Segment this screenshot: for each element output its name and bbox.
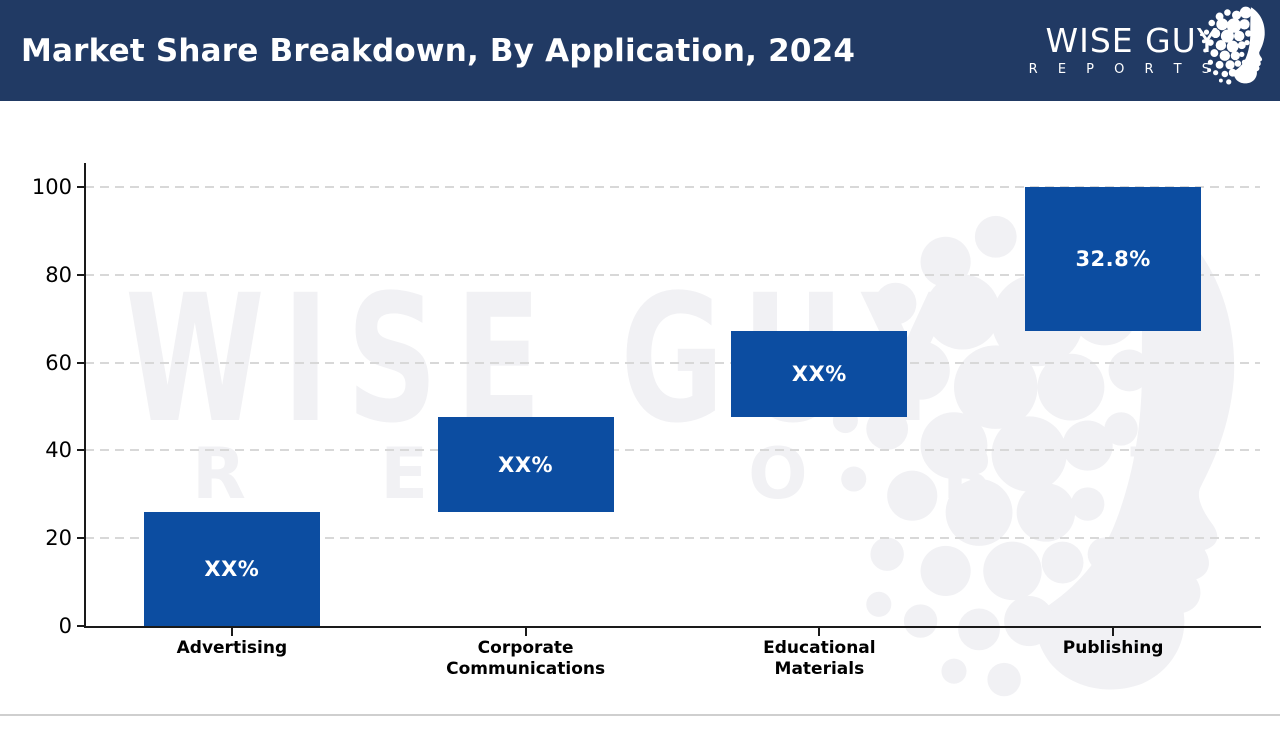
gridline-y80: [85, 273, 1260, 276]
ytick-100: [77, 186, 84, 188]
ytick-label-60: 60: [45, 350, 72, 375]
bottom-divider: [0, 714, 1280, 716]
wiseguy-head-icon: [1196, 6, 1268, 91]
ytick-label-100: 100: [31, 175, 72, 199]
ytick-60: [77, 361, 84, 364]
y-axis-line: [84, 163, 86, 628]
bar-value-label: XX%: [498, 452, 554, 477]
gridline-y20: [85, 537, 1260, 540]
category-label-3: Educational Materials: [763, 638, 876, 679]
category-label-2: Corporate Communications: [446, 638, 606, 679]
xtick-1: [230, 628, 233, 636]
xtick-2: [524, 628, 527, 636]
bar-value-label: XX%: [204, 557, 260, 582]
ytick-label-20: 20: [45, 526, 72, 551]
bar-2: XX%: [437, 417, 614, 513]
logo-brand-text: WISE GUY: [1045, 21, 1218, 60]
gridline-y100: [85, 186, 1260, 188]
logo-sub-text: R E P O R T S: [1028, 62, 1218, 77]
ytick-label-80: 80: [45, 262, 72, 287]
ytick-label-0: 0: [58, 614, 72, 638]
ytick-label-40: 40: [45, 438, 72, 463]
bar-value-label: 32.8%: [1075, 246, 1151, 271]
ytick-0: [77, 625, 84, 627]
xtick-3: [818, 628, 821, 636]
bar-1: XX%: [143, 512, 320, 626]
bar-value-label: XX%: [791, 362, 847, 386]
category-label-1: Advertising: [176, 638, 288, 658]
x-axis-line: [84, 626, 1261, 628]
bar-3: XX%: [731, 330, 908, 418]
ytick-40: [77, 449, 84, 452]
plot-region: XX% XX% XX% 32.8% 0 20 40 60 80 100 Advertising Cor…: [31, 163, 1261, 679]
gridline-y60: [85, 361, 1260, 364]
gridline-y40: [85, 449, 1260, 452]
ytick-80: [77, 273, 84, 276]
header-bar: Market Share Breakdown, By Application, …: [0, 0, 1280, 101]
ytick-20: [77, 537, 84, 540]
xtick-4: [1112, 628, 1115, 636]
category-label-4: Publishing: [1062, 638, 1164, 658]
chart-title: Market Share Breakdown, By Application, …: [21, 32, 856, 69]
wiseguy-logo: WISE GUY R E P O R T S: [1029, 22, 1218, 77]
bar-4: 32.8%: [1025, 187, 1202, 331]
